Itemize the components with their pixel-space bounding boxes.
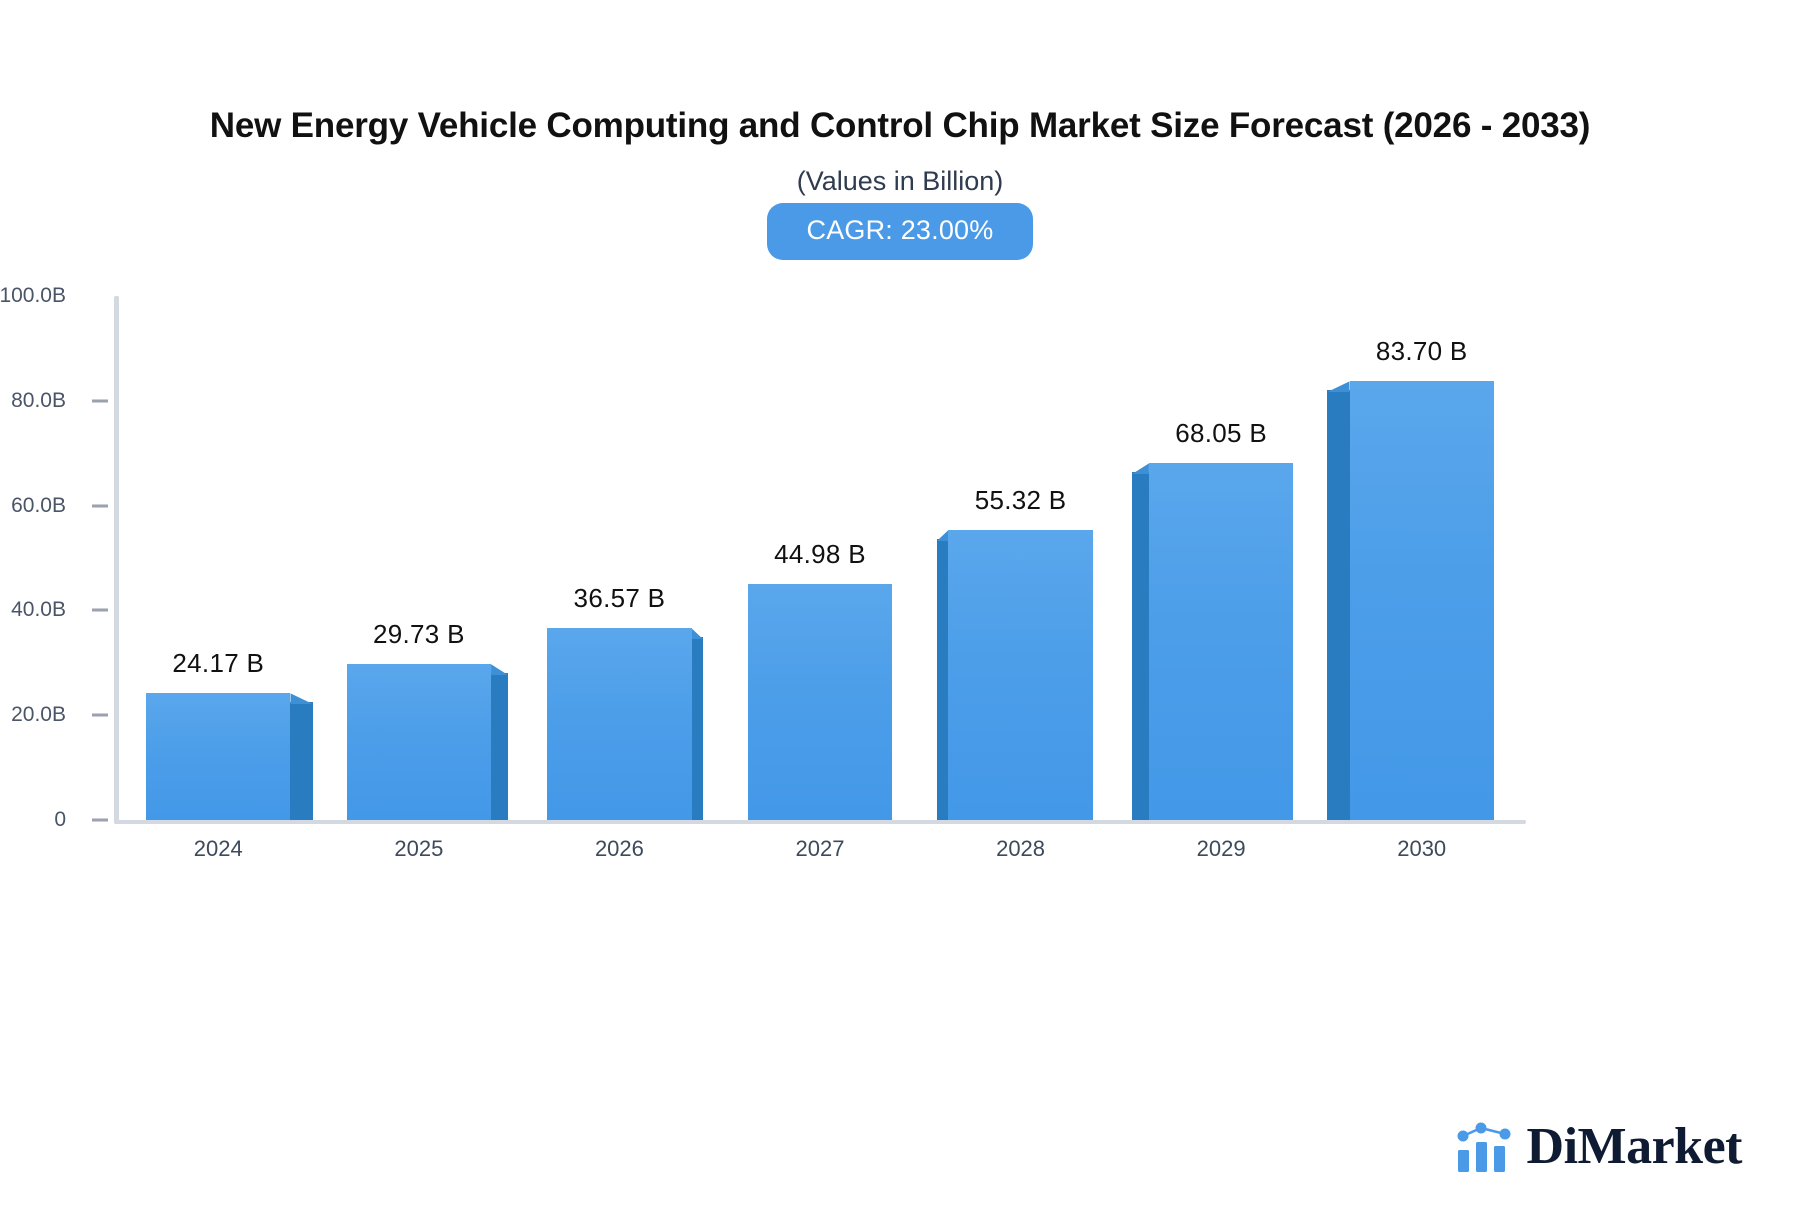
bar-face	[948, 530, 1093, 820]
bar-slot: 83.70 B	[1326, 296, 1494, 820]
bar-face	[1349, 381, 1494, 820]
bar-value-label: 55.32 B	[974, 485, 1067, 516]
chart-header: New Energy Vehicle Computing and Control…	[0, 104, 1800, 261]
bar-face	[346, 664, 492, 820]
bar[interactable]	[1326, 381, 1494, 820]
bar-value-label: 68.05 B	[1175, 418, 1267, 449]
bar-value-label: 29.73 B	[372, 619, 465, 650]
bar-top-bevel	[1326, 381, 1350, 393]
x-tick-label: 2024	[193, 836, 243, 861]
bar-slot: 44.98 B	[747, 296, 893, 820]
bar-side-panel	[691, 637, 704, 820]
bar[interactable]	[547, 628, 704, 820]
x-tick-label: 2025	[394, 836, 444, 861]
x-tick-label: 2028	[996, 836, 1046, 861]
bar[interactable]	[936, 530, 1093, 820]
x-tick-label: 2029	[1196, 836, 1246, 861]
bar-value-label: 24.17 B	[172, 648, 265, 679]
y-tick-label: 60.0B	[11, 493, 66, 517]
bar-value-label: 44.98 B	[774, 539, 866, 570]
bar-side-panel	[1326, 390, 1350, 820]
y-tick-mark	[92, 504, 108, 508]
y-tick-mark	[92, 608, 108, 612]
cagr-badge: CAGR: 23.00%	[766, 203, 1034, 261]
y-tick-label: 20.0B	[11, 703, 66, 727]
bar[interactable]	[146, 693, 314, 820]
bar-side-panel	[290, 702, 314, 820]
bar-side-panel	[1131, 472, 1149, 820]
x-tick-label: 2026	[594, 836, 644, 861]
bar-top-bevel	[491, 664, 509, 676]
bar-face	[747, 584, 893, 820]
bar-slot: 24.17 B	[146, 296, 314, 820]
x-tick-label: 2027	[795, 836, 845, 861]
y-tick-mark	[92, 713, 108, 717]
bar[interactable]	[747, 584, 893, 820]
x-axis-line	[114, 820, 1526, 824]
y-tick-label: 0	[54, 808, 66, 831]
y-tick-mark	[92, 818, 108, 822]
bar-slot: 36.57 B	[547, 296, 704, 820]
bar-chart-logo-icon	[1457, 1122, 1511, 1172]
bar-face	[146, 693, 291, 820]
bar-slot: 68.05 B	[1131, 296, 1294, 820]
bar-top-bevel	[290, 693, 314, 705]
brand-logo: DiMarket	[1455, 1118, 1743, 1175]
plot-area: 24.17 B 29.73 B 36.57 B 44.98 B 55.32 B 68.05…	[118, 296, 1522, 820]
y-tick-label: 80.0B	[11, 388, 66, 412]
bar-side-panel	[491, 673, 509, 820]
bar-face	[1148, 463, 1294, 820]
bar-top-bevel	[1131, 463, 1149, 475]
x-tick-label: 2030	[1397, 836, 1447, 861]
cagr-badge-wrapper: CAGR: 23.00%	[0, 203, 1800, 261]
brand-name: DiMarket	[1526, 1118, 1743, 1175]
bar-value-label: 83.70 B	[1375, 336, 1468, 367]
bar[interactable]	[346, 664, 509, 820]
y-tick-label: 40.0B	[11, 598, 66, 622]
y-tick-mark	[92, 399, 108, 403]
bar-side-panel	[936, 539, 949, 820]
bar-value-label: 36.57 B	[573, 583, 666, 614]
bar-top-bevel	[936, 530, 949, 542]
bar-top-bevel	[691, 628, 704, 640]
chart-subtitle: (Values in Billion)	[796, 165, 1004, 196]
y-tick-label: 100.0B	[0, 284, 66, 307]
bar-slot: 29.73 B	[346, 296, 509, 820]
bar-slot: 55.32 B	[936, 296, 1093, 820]
bar-face	[547, 628, 692, 820]
y-axis-line	[114, 296, 119, 824]
bar[interactable]	[1131, 463, 1294, 820]
chart-title: New Energy Vehicle Computing and Control…	[209, 106, 1591, 145]
